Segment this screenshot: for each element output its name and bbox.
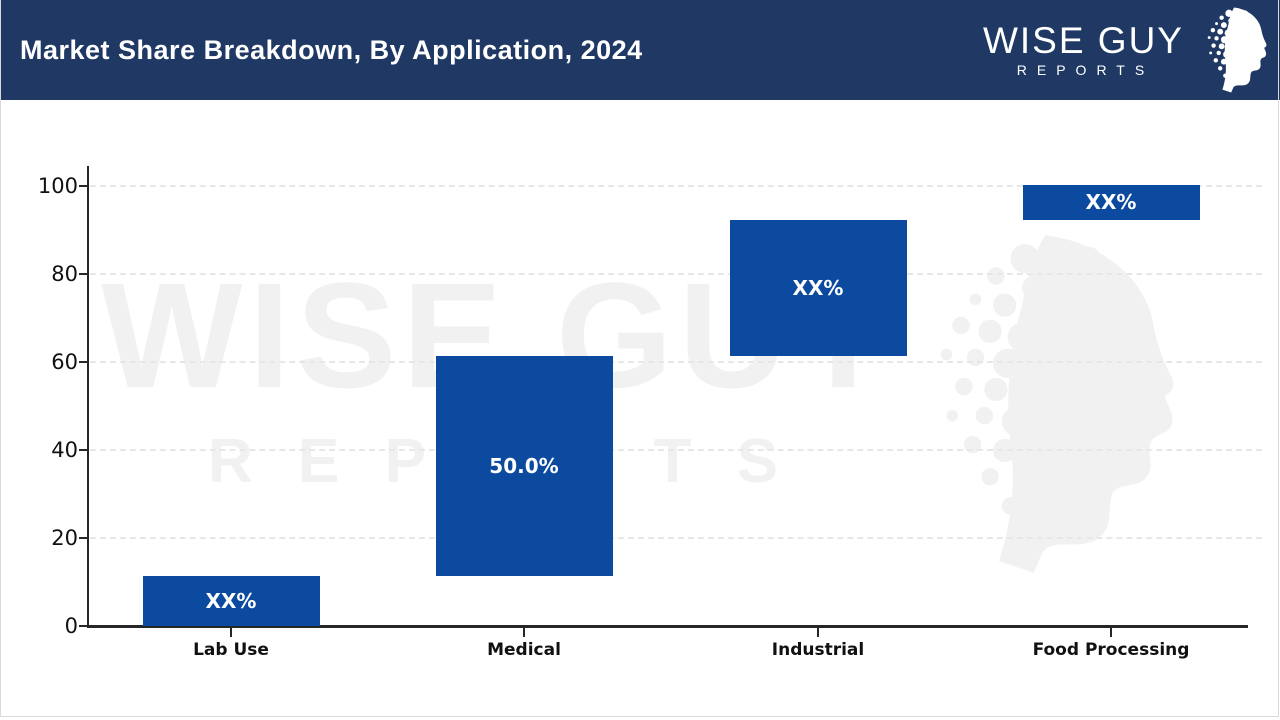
bar-lab-use: XX% <box>142 575 320 626</box>
gridline-20 <box>90 537 1262 539</box>
gridline-100 <box>90 185 1262 187</box>
y-tick-label-40: 40 <box>51 438 78 462</box>
logo-reports-text: REPORTS <box>1016 62 1155 79</box>
x-tick-2 <box>817 628 819 637</box>
x-category-label: Industrial <box>771 640 865 660</box>
bar-value-label: XX% <box>205 588 257 613</box>
x-category-label: Food Processing <box>1032 640 1190 660</box>
bar-medical: 50.0% <box>435 355 613 576</box>
header-bar: Market Share Breakdown, By Application, … <box>0 0 1280 100</box>
wise-guy-reports-logo: WISE GUY REPORTS <box>983 6 1272 94</box>
y-tick-40 <box>79 449 88 451</box>
y-tick-0 <box>79 625 88 627</box>
x-tick-3 <box>1110 628 1112 637</box>
y-axis <box>87 166 89 628</box>
x-axis <box>87 625 1248 628</box>
y-tick-100 <box>79 185 88 187</box>
page-title: Market Share Breakdown, By Application, … <box>20 34 643 65</box>
bar-food-processing: XX% <box>1022 185 1200 220</box>
y-tick-20 <box>79 537 88 539</box>
x-tick-0 <box>230 628 232 637</box>
y-tick-label-100: 100 <box>37 174 78 198</box>
logo-text: WISE GUY REPORTS <box>982 19 1184 79</box>
y-tick-label-20: 20 <box>51 526 78 550</box>
bar-value-label: XX% <box>792 275 844 300</box>
x-category-label: Medical <box>487 640 561 660</box>
bar-industrial: XX% <box>729 219 907 356</box>
y-tick-label-0: 0 <box>64 614 78 638</box>
gridline-60 <box>90 361 1262 363</box>
y-tick-80 <box>79 273 88 275</box>
y-tick-60 <box>79 361 88 363</box>
logo-head-icon <box>1207 7 1267 93</box>
x-category-label: Lab Use <box>193 640 269 660</box>
y-tick-label-60: 60 <box>51 350 78 374</box>
bar-value-label: 50.0% <box>489 453 559 478</box>
bar-value-label: XX% <box>1085 190 1137 215</box>
gridline-80 <box>90 273 1262 275</box>
gridline-40 <box>90 449 1262 451</box>
x-tick-1 <box>523 628 525 637</box>
logo-wiseguy-text: WISE GUY <box>982 19 1184 61</box>
y-tick-label-80: 80 <box>51 262 78 286</box>
